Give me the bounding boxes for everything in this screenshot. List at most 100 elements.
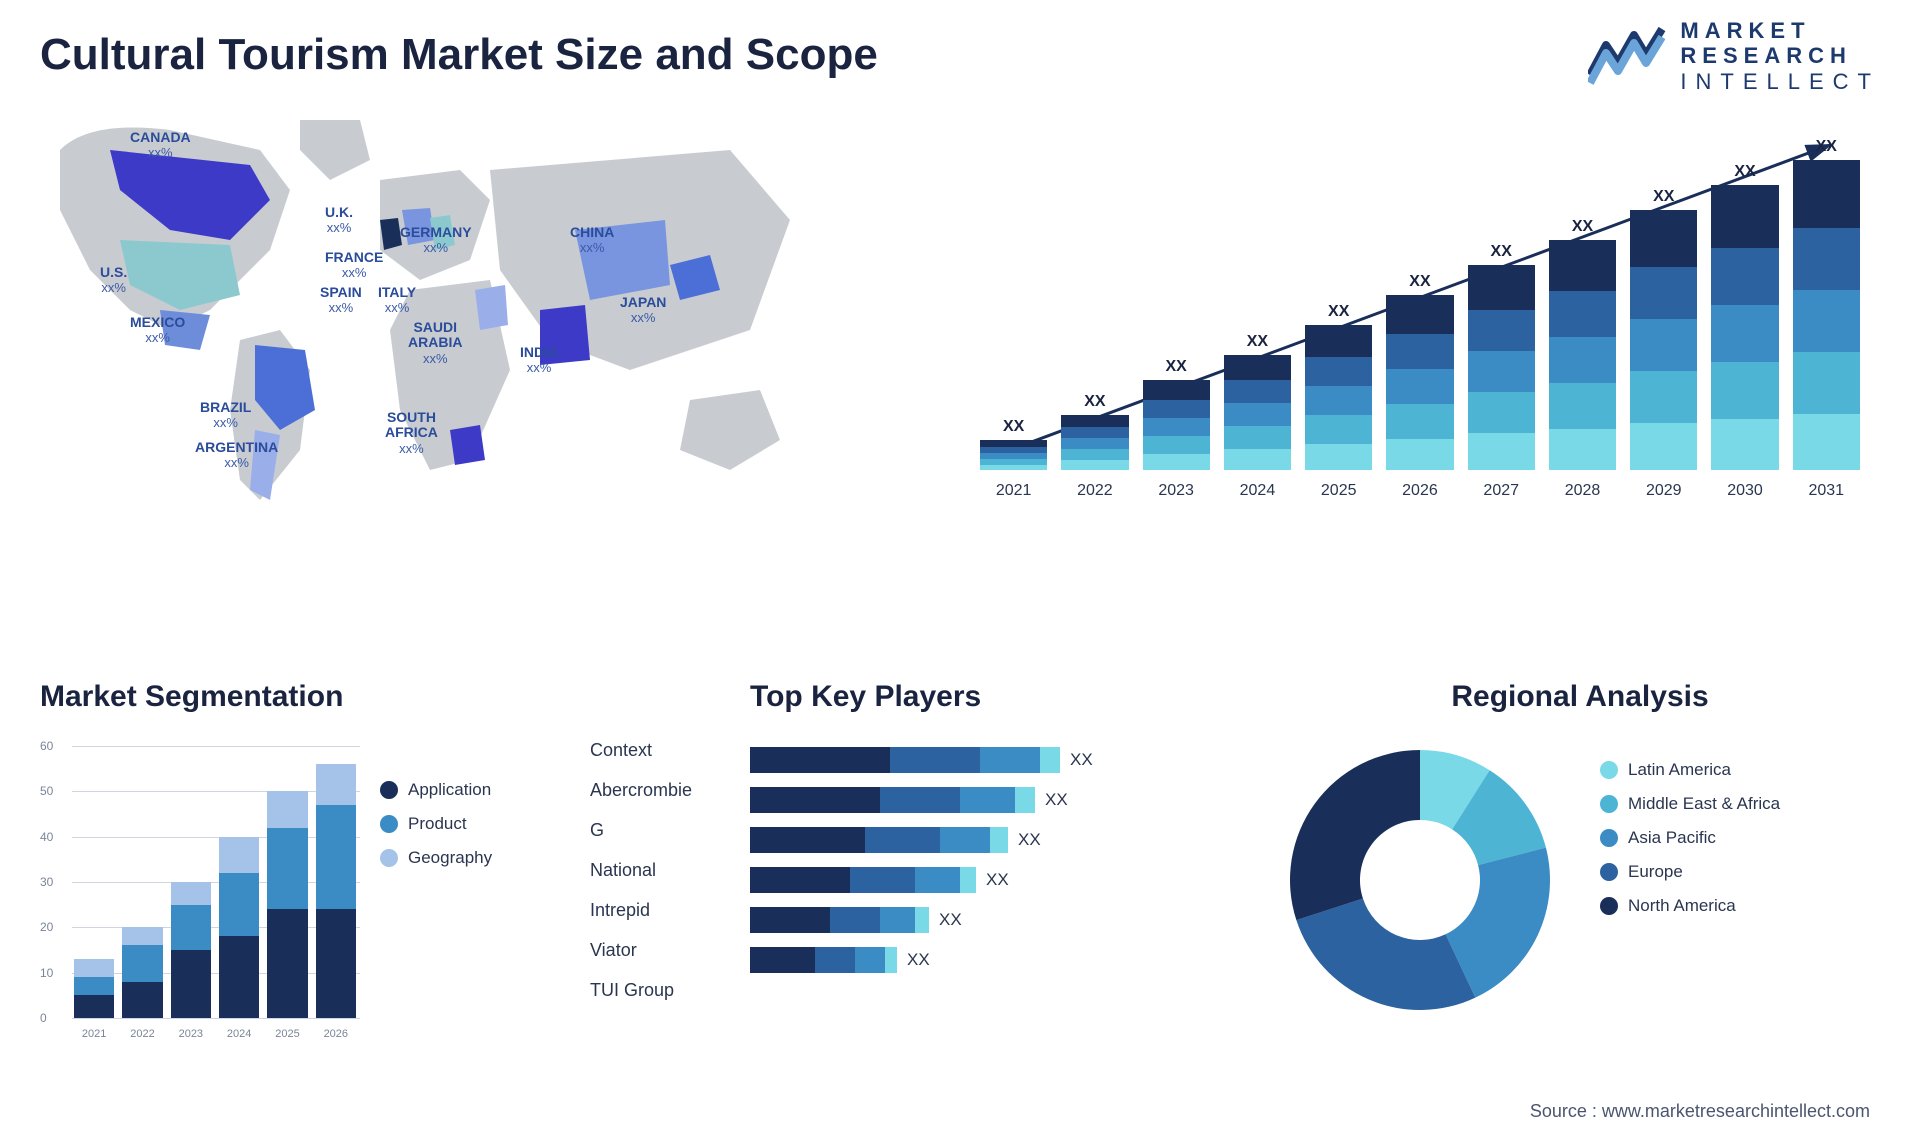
source-attribution: Source : www.marketresearchintellect.com: [1530, 1101, 1870, 1122]
main-bar: XX: [1630, 188, 1697, 470]
legend-item: Application: [380, 780, 570, 800]
map-label: ITALYxx%: [378, 285, 416, 316]
map-label: FRANCExx%: [325, 250, 383, 281]
seg-bar: [219, 837, 259, 1018]
seg-bar: [171, 882, 211, 1018]
map-label: SAUDIARABIAxx%: [408, 320, 462, 366]
x-year-label: 2023: [1143, 482, 1210, 500]
map-label: U.K.xx%: [325, 205, 353, 236]
y-axis-label: 60: [40, 739, 53, 753]
x-year-label: 2023: [171, 1028, 211, 1040]
donut-slice: [1290, 750, 1420, 920]
page-title: Cultural Tourism Market Size and Scope: [40, 30, 878, 80]
bar-value-label: XX: [1816, 138, 1837, 156]
bar-value-label: XX: [1247, 333, 1268, 351]
player-name: National: [590, 850, 740, 890]
x-year-label: 2031: [1793, 482, 1860, 500]
bar-value-label: XX: [1084, 393, 1105, 411]
donut-chart: [1280, 740, 1560, 1020]
brand-logo: MARKET RESEARCH INTELLECT: [1588, 18, 1880, 94]
y-axis-label: 50: [40, 784, 53, 798]
key-players-panel: Top Key Players ContextAbercrombieGNatio…: [590, 680, 1230, 1060]
map-label: CHINAxx%: [570, 225, 614, 256]
player-bar-value: XX: [1018, 830, 1041, 850]
player-name: Abercrombie: [590, 770, 740, 810]
main-bar: XX: [1143, 358, 1210, 470]
x-year-label: 2030: [1711, 482, 1778, 500]
world-map: CANADAxx%U.S.xx%MEXICOxx%BRAZILxx%ARGENT…: [30, 110, 890, 510]
player-bar-row: XX: [750, 900, 1180, 940]
seg-bar: [74, 959, 114, 1018]
player-name: Context: [590, 730, 740, 770]
x-year-label: 2025: [267, 1028, 307, 1040]
bar-value-label: XX: [1734, 163, 1755, 181]
map-label: ARGENTINAxx%: [195, 440, 278, 471]
map-label: U.S.xx%: [100, 265, 127, 296]
bar-value-label: XX: [1165, 358, 1186, 376]
players-bars: XXXXXXXXXXXX: [750, 740, 1180, 980]
bar-value-label: XX: [1653, 188, 1674, 206]
player-bar-value: XX: [1045, 790, 1068, 810]
main-bar: XX: [1061, 393, 1128, 470]
x-year-label: 2026: [1386, 482, 1453, 500]
main-bar: XX: [980, 418, 1047, 470]
map-label: MEXICOxx%: [130, 315, 185, 346]
y-axis-label: 40: [40, 830, 53, 844]
x-year-label: 2024: [219, 1028, 259, 1040]
bar-value-label: XX: [1491, 243, 1512, 261]
regional-panel: Regional Analysis Latin AmericaMiddle Ea…: [1280, 680, 1880, 1060]
player-name: Viator: [590, 930, 740, 970]
main-bar: XX: [1549, 218, 1616, 470]
main-bar: XX: [1386, 273, 1453, 470]
player-bar-row: XX: [750, 820, 1180, 860]
map-label: GERMANYxx%: [400, 225, 472, 256]
bar-value-label: XX: [1003, 418, 1024, 436]
main-bar: XX: [1468, 243, 1535, 470]
x-year-label: 2028: [1549, 482, 1616, 500]
map-label: SOUTHAFRICAxx%: [385, 410, 438, 456]
y-axis-label: 20: [40, 920, 53, 934]
map-label: BRAZILxx%: [200, 400, 251, 431]
legend-item: Asia Pacific: [1600, 828, 1860, 848]
x-year-label: 2021: [74, 1028, 114, 1040]
legend-item: Latin America: [1600, 760, 1860, 780]
y-axis-label: 30: [40, 875, 53, 889]
legend-item: Europe: [1600, 862, 1860, 882]
x-year-label: 2026: [316, 1028, 356, 1040]
segmentation-legend: Application Product Geography: [380, 780, 570, 882]
bar-value-label: XX: [1572, 218, 1593, 236]
seg-bar: [122, 927, 162, 1018]
brand-icon: [1588, 25, 1666, 87]
y-axis-label: 0: [40, 1011, 47, 1025]
map-label: JAPANxx%: [620, 295, 666, 326]
map-label: SPAINxx%: [320, 285, 362, 316]
player-name: TUI Group: [590, 970, 740, 1010]
x-year-label: 2022: [122, 1028, 162, 1040]
x-year-label: 2022: [1061, 482, 1128, 500]
player-bar-value: XX: [907, 950, 930, 970]
player-bar-row: XX: [750, 940, 1180, 980]
seg-bar: [316, 764, 356, 1018]
x-year-label: 2021: [980, 482, 1047, 500]
player-bar-value: XX: [939, 910, 962, 930]
legend-item: Geography: [380, 848, 570, 868]
players-name-list: ContextAbercrombieGNationalIntrepidViato…: [590, 730, 740, 1010]
legend-item: North America: [1600, 896, 1860, 916]
player-bar-value: XX: [1070, 750, 1093, 770]
x-year-label: 2029: [1630, 482, 1697, 500]
regional-title: Regional Analysis: [1280, 680, 1880, 714]
bar-value-label: XX: [1409, 273, 1430, 291]
legend-item: Product: [380, 814, 570, 834]
brand-text: MARKET RESEARCH INTELLECT: [1680, 18, 1880, 94]
main-bar: XX: [1793, 138, 1860, 470]
world-map-svg: [30, 110, 890, 510]
player-name: G: [590, 810, 740, 850]
key-players-title: Top Key Players: [750, 680, 1230, 714]
map-label: INDIAxx%: [520, 345, 558, 376]
y-axis-label: 10: [40, 966, 53, 980]
player-bar-row: XX: [750, 860, 1180, 900]
segmentation-title: Market Segmentation: [40, 680, 600, 714]
bar-value-label: XX: [1328, 303, 1349, 321]
player-bar-row: XX: [750, 780, 1180, 820]
regional-legend: Latin AmericaMiddle East & AfricaAsia Pa…: [1600, 760, 1860, 930]
